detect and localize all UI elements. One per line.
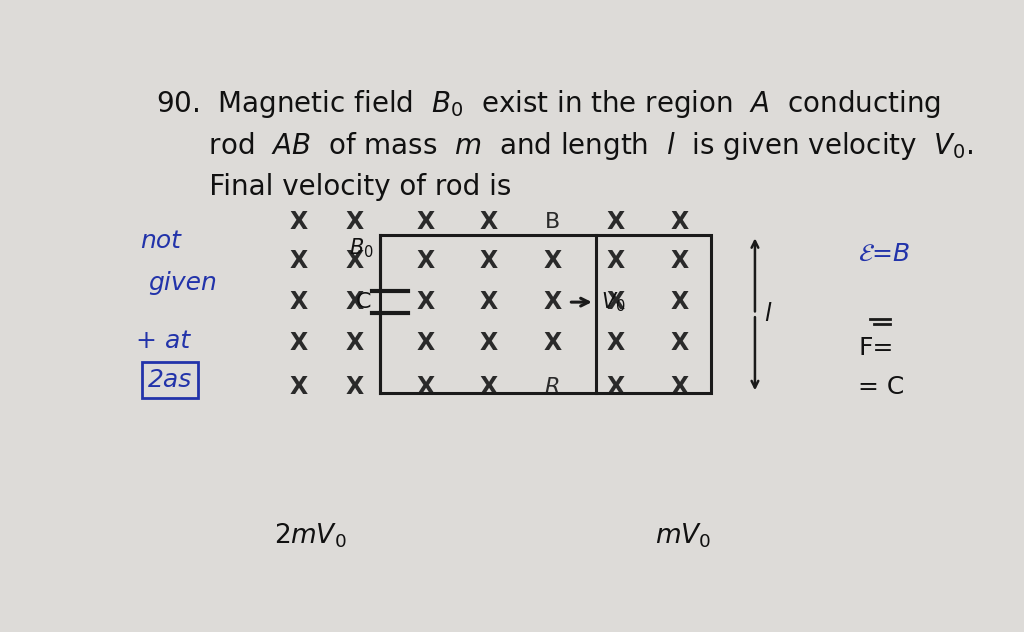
Text: X: X <box>480 249 499 273</box>
Text: X: X <box>290 210 308 234</box>
Text: X: X <box>417 290 435 314</box>
Text: X: X <box>345 249 364 273</box>
Text: X: X <box>544 249 562 273</box>
Text: C: C <box>355 292 371 312</box>
Text: = C: = C <box>858 375 904 399</box>
Text: given: given <box>147 270 217 295</box>
Text: B: B <box>545 212 560 232</box>
Text: $2mV_0$: $2mV_0$ <box>274 521 347 550</box>
Text: X: X <box>671 210 689 234</box>
Text: X: X <box>671 249 689 273</box>
Text: X: X <box>480 375 499 399</box>
Text: X: X <box>345 332 364 355</box>
Text: X: X <box>345 375 364 399</box>
Text: X: X <box>607 375 626 399</box>
Text: 2as: 2as <box>147 368 193 392</box>
Text: X: X <box>417 375 435 399</box>
Text: $B_0$: $B_0$ <box>348 236 374 260</box>
Text: X: X <box>290 332 308 355</box>
Text: X: X <box>607 210 626 234</box>
Text: X: X <box>607 290 626 314</box>
Text: X: X <box>290 375 308 399</box>
Text: X: X <box>480 210 499 234</box>
Text: X: X <box>671 332 689 355</box>
Text: X: X <box>671 290 689 314</box>
Text: X: X <box>417 210 435 234</box>
Text: not: not <box>140 229 181 253</box>
Text: X: X <box>345 210 364 234</box>
Text: X: X <box>480 290 499 314</box>
Text: rod  $AB$  of mass  $m$  and length  $l$  is given velocity  $V_0$.: rod $AB$ of mass $m$ and length $l$ is g… <box>156 130 974 162</box>
Text: Final velocity of rod is: Final velocity of rod is <box>156 173 511 201</box>
Text: X: X <box>290 290 308 314</box>
Text: X: X <box>607 332 626 355</box>
Text: 90.  Magnetic field  $B_0$  exist in the region  $A$  conducting: 90. Magnetic field $B_0$ exist in the re… <box>156 88 941 120</box>
Text: X: X <box>671 375 689 399</box>
Text: + at: + at <box>136 329 190 353</box>
Text: $\mathcal{E}$=B: $\mathcal{E}$=B <box>858 241 910 265</box>
Text: $l$: $l$ <box>765 302 773 326</box>
Bar <box>380 236 712 393</box>
Text: X: X <box>290 249 308 273</box>
Text: F=: F= <box>858 336 894 360</box>
Text: X: X <box>417 332 435 355</box>
Text: $V_0$: $V_0$ <box>601 290 626 314</box>
Text: R: R <box>545 377 560 398</box>
Text: X: X <box>607 249 626 273</box>
Text: X: X <box>544 332 562 355</box>
Text: $mV_0$: $mV_0$ <box>655 521 712 550</box>
Text: X: X <box>345 290 364 314</box>
Text: X: X <box>544 290 562 314</box>
Text: X: X <box>480 332 499 355</box>
Text: X: X <box>417 249 435 273</box>
